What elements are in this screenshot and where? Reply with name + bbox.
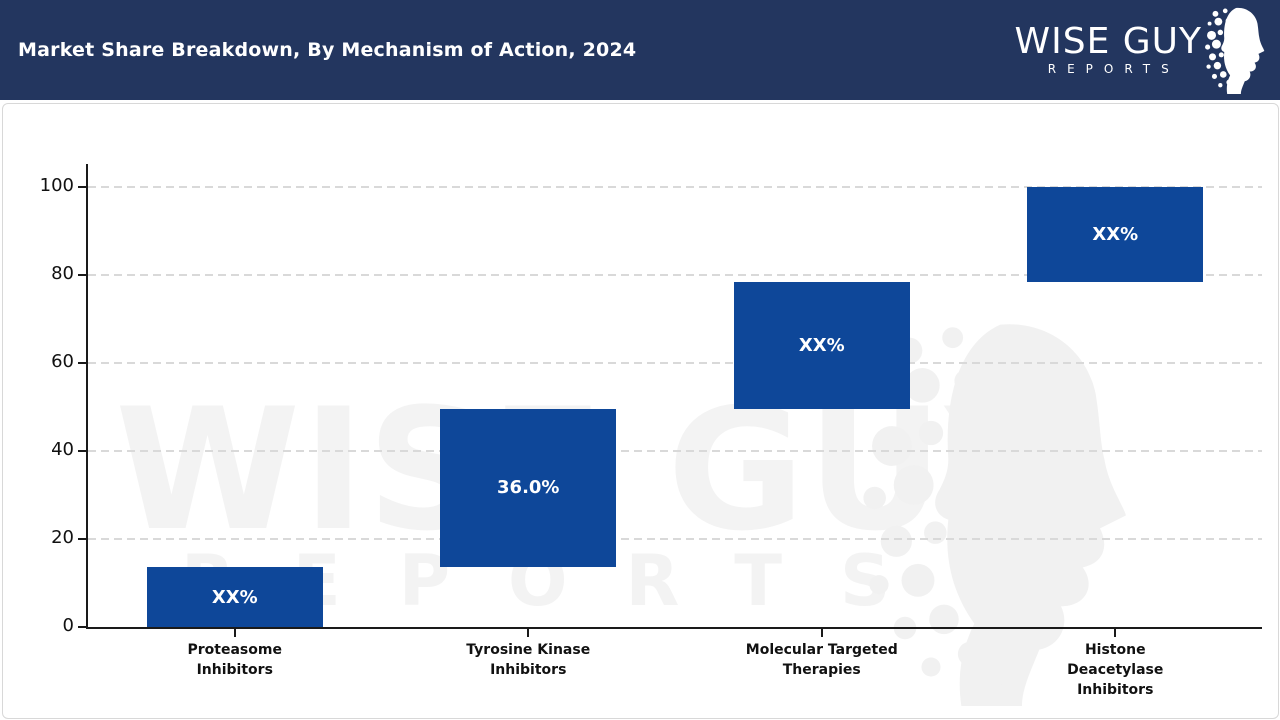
page-title: Market Share Breakdown, By Mechanism of … bbox=[18, 39, 637, 61]
watermark-subtext: REPORTS bbox=[181, 540, 949, 622]
brand-logo-text: WISE GUY REPORTS bbox=[1015, 23, 1203, 77]
head-profile-dots-icon bbox=[1205, 7, 1265, 94]
watermark-text: WISE GUY bbox=[115, 372, 1070, 568]
brand-subname: REPORTS bbox=[1047, 62, 1180, 76]
brand-name: WISE GUY bbox=[1014, 21, 1202, 62]
chart-card: WISE GUY REPORTS bbox=[2, 103, 1279, 719]
watermark-head-profile-icon bbox=[863, 324, 1126, 706]
header-bar: Market Share Breakdown, By Mechanism of … bbox=[0, 0, 1280, 100]
brand-logo: WISE GUY REPORTS bbox=[1015, 6, 1267, 94]
